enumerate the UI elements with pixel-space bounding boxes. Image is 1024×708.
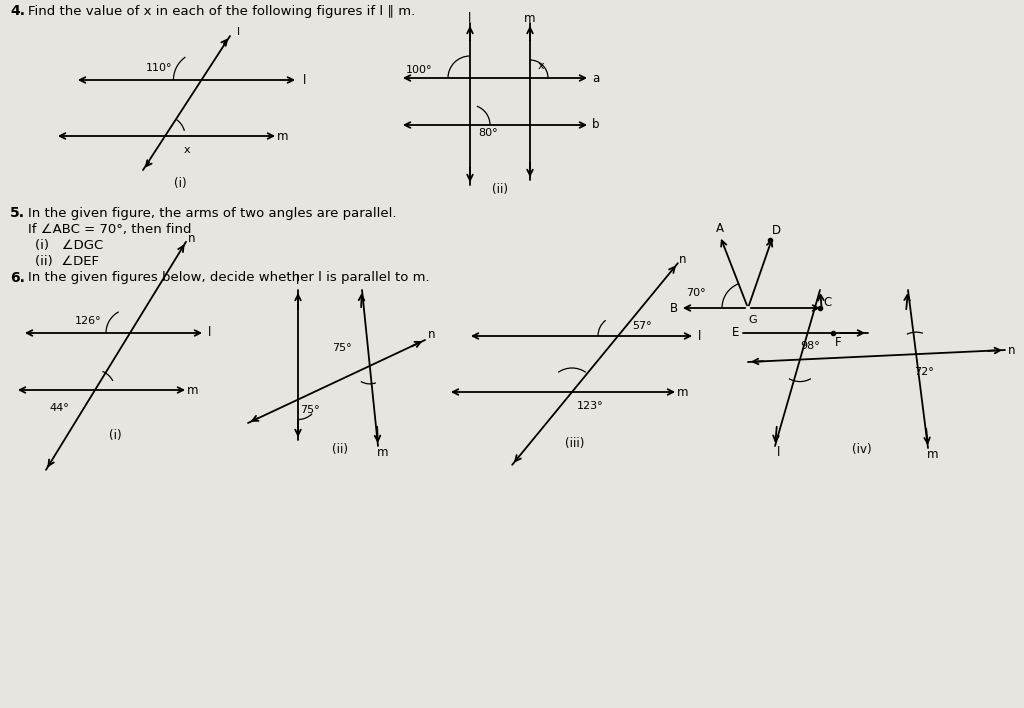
Text: (ii): (ii)	[492, 183, 508, 197]
Text: 57°: 57°	[632, 321, 651, 331]
Text: a: a	[592, 72, 600, 84]
Text: 4.: 4.	[10, 4, 25, 18]
Text: (ii): (ii)	[332, 443, 348, 457]
Text: b: b	[592, 118, 600, 132]
Text: D: D	[771, 224, 780, 236]
Text: l: l	[468, 11, 472, 25]
Text: l: l	[208, 326, 212, 340]
Text: m: m	[928, 447, 939, 460]
Text: m: m	[377, 445, 389, 459]
Text: l: l	[296, 273, 300, 287]
Text: n: n	[1009, 343, 1016, 357]
Text: n: n	[428, 329, 436, 341]
Text: (i): (i)	[109, 430, 121, 442]
Text: 126°: 126°	[75, 316, 101, 326]
Text: B: B	[670, 302, 678, 314]
Text: m: m	[677, 385, 689, 399]
Text: In the given figure, the arms of two angles are parallel.: In the given figure, the arms of two ang…	[28, 207, 396, 219]
Text: 75°: 75°	[300, 404, 319, 415]
Text: Find the value of x in each of the following figures if l ∥ m.: Find the value of x in each of the follo…	[28, 4, 416, 18]
Text: G: G	[749, 315, 758, 325]
Text: l: l	[698, 329, 701, 343]
Text: n: n	[679, 253, 686, 266]
Text: n: n	[188, 232, 196, 245]
Text: (i)   ∠DGC: (i) ∠DGC	[35, 239, 103, 251]
Text: (i): (i)	[174, 176, 186, 190]
Text: 70°: 70°	[686, 288, 706, 298]
Text: 75°: 75°	[332, 343, 351, 353]
Text: l: l	[237, 27, 240, 37]
Text: l: l	[303, 74, 306, 86]
Text: m: m	[524, 11, 536, 25]
Text: (ii)  ∠DEF: (ii) ∠DEF	[35, 254, 99, 268]
Text: C: C	[824, 297, 833, 309]
Text: x: x	[538, 61, 545, 71]
Text: 80°: 80°	[478, 128, 498, 138]
Text: (iii): (iii)	[565, 437, 585, 450]
Text: 100°: 100°	[406, 65, 432, 75]
Text: 5.: 5.	[10, 206, 25, 220]
Text: 44°: 44°	[49, 403, 69, 413]
Text: l: l	[777, 445, 780, 459]
Text: In the given figures below, decide whether l is parallel to m.: In the given figures below, decide wheth…	[28, 271, 430, 285]
Text: A: A	[716, 222, 724, 234]
Text: (iv): (iv)	[852, 443, 871, 457]
Text: m: m	[278, 130, 289, 142]
Text: F: F	[835, 336, 842, 350]
Text: E: E	[732, 326, 739, 340]
Text: 123°: 123°	[577, 401, 603, 411]
Text: 72°: 72°	[914, 367, 934, 377]
Text: 110°: 110°	[146, 63, 173, 73]
Text: m: m	[187, 384, 199, 396]
Text: x: x	[183, 145, 190, 155]
Text: If ∠ABC = 70°, then find: If ∠ABC = 70°, then find	[28, 222, 191, 236]
Text: 98°: 98°	[800, 341, 820, 350]
Text: 6.: 6.	[10, 271, 25, 285]
